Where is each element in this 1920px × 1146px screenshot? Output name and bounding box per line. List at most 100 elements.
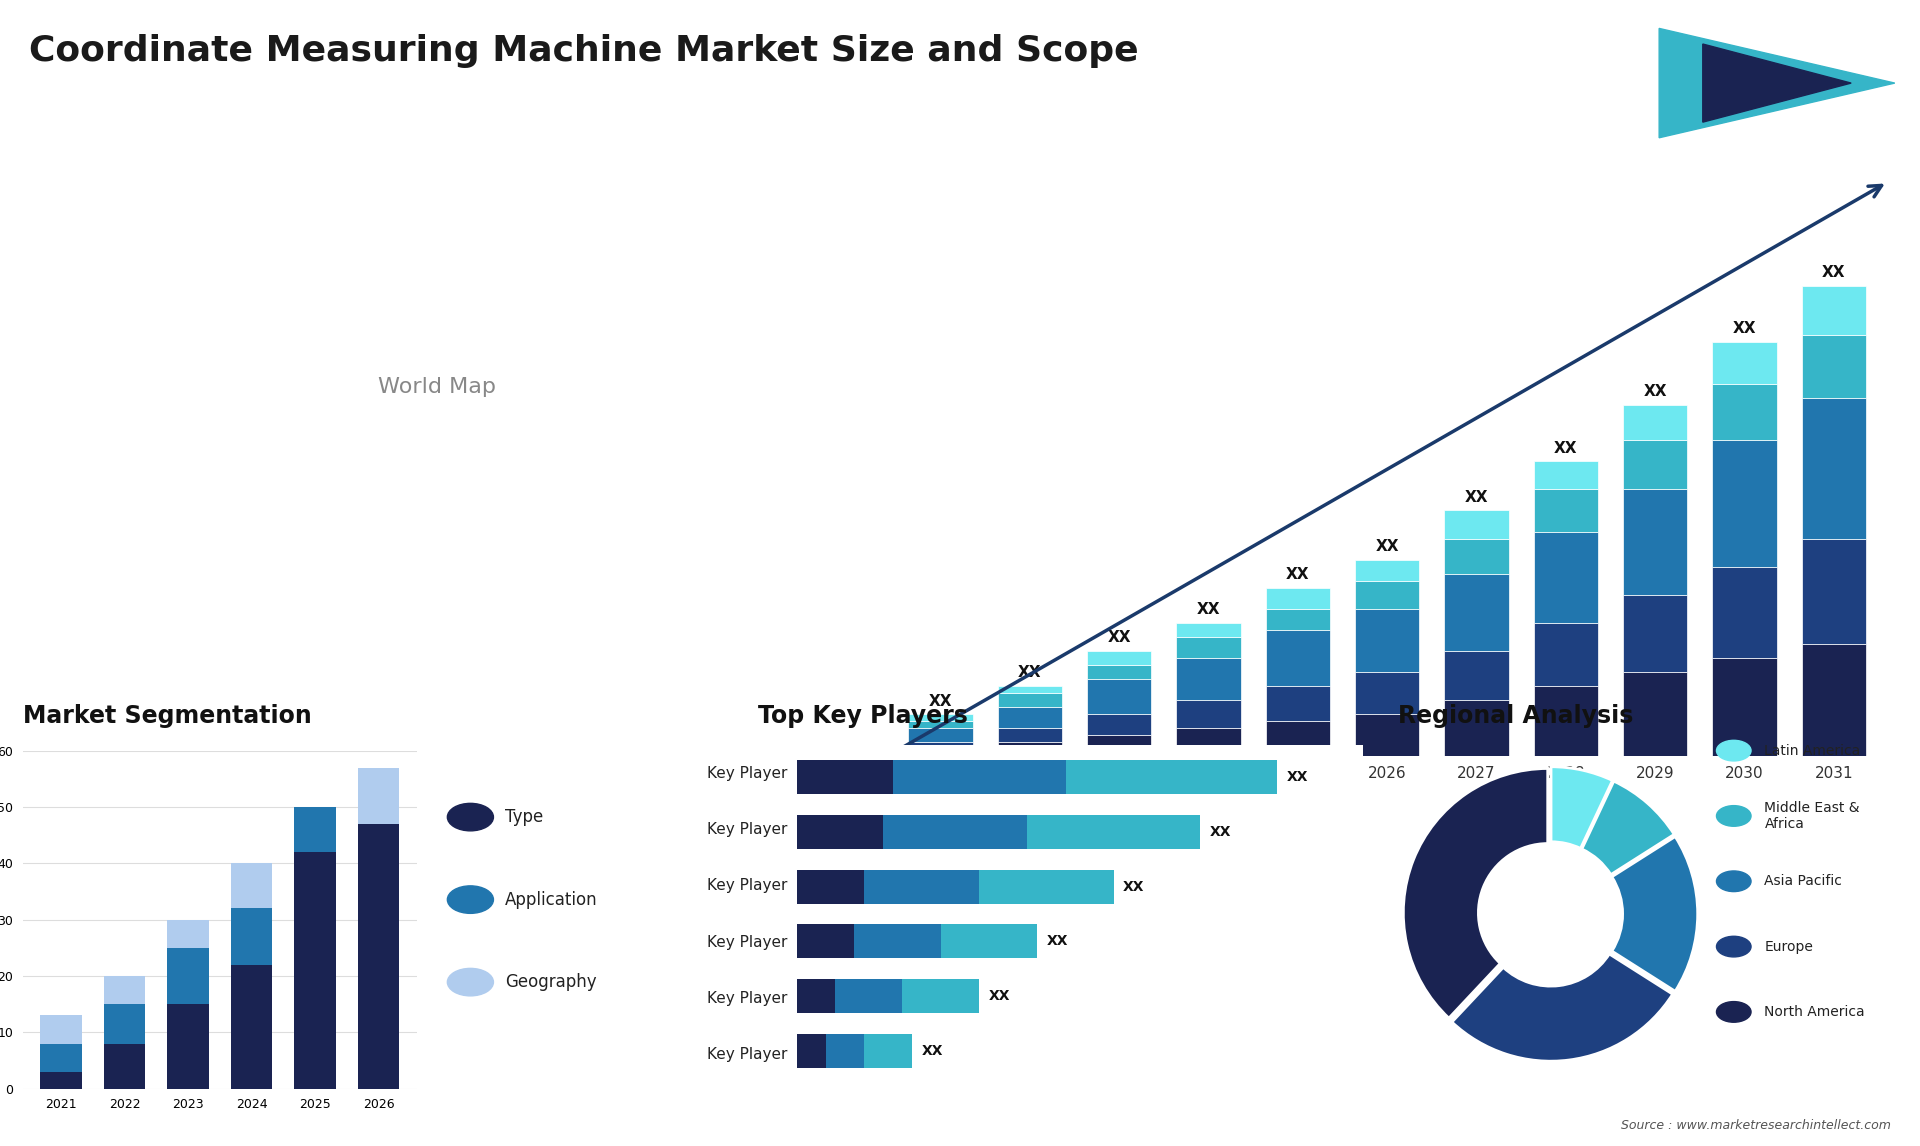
Bar (40, 1015, 83, 1044)
Bar (908, 749, 973, 756)
Bar (230, 965, 273, 1089)
Bar (797, 979, 835, 1013)
Bar (864, 1034, 912, 1068)
Bar (1177, 728, 1240, 756)
Polygon shape (1659, 29, 1895, 138)
Text: Key Player: Key Player (707, 766, 787, 780)
Text: Source : www.marketresearchintellect.com: Source : www.marketresearchintellect.com (1620, 1120, 1891, 1132)
Bar (1622, 672, 1688, 756)
Text: XX: XX (1286, 567, 1309, 582)
Bar (357, 768, 399, 824)
Bar (1713, 342, 1776, 384)
Text: Key Player: Key Player (707, 1047, 787, 1062)
Bar (1177, 700, 1240, 728)
Bar (1087, 665, 1152, 680)
Bar (902, 979, 979, 1013)
Bar (104, 1004, 146, 1044)
Bar (1801, 285, 1866, 335)
Bar (1713, 658, 1776, 756)
Bar (1177, 658, 1240, 700)
Bar (883, 815, 1027, 849)
Bar (1356, 672, 1419, 714)
Bar (294, 853, 336, 1089)
Bar (357, 824, 399, 1089)
Bar (1066, 760, 1277, 794)
Bar (797, 760, 893, 794)
Bar (1265, 609, 1331, 630)
Bar (1356, 581, 1419, 609)
Bar (1356, 559, 1419, 581)
Bar (998, 686, 1062, 693)
Bar (1444, 574, 1509, 651)
Bar (835, 979, 902, 1013)
Bar (979, 870, 1114, 903)
Bar (1027, 815, 1200, 849)
Bar (908, 743, 973, 749)
Text: Geography: Geography (505, 973, 597, 991)
Bar (1265, 686, 1331, 721)
Text: XX: XX (989, 989, 1010, 1003)
Bar (1444, 539, 1509, 574)
Text: Coordinate Measuring Machine Market Size and Scope: Coordinate Measuring Machine Market Size… (29, 34, 1139, 69)
Text: XX: XX (1732, 321, 1757, 336)
Bar (1265, 588, 1331, 609)
Text: XX: XX (1196, 603, 1221, 618)
Bar (797, 1034, 826, 1068)
Bar (104, 976, 146, 1004)
Bar (1087, 714, 1152, 736)
Bar (797, 870, 864, 903)
Text: XX: XX (922, 1044, 943, 1058)
Text: World Map: World Map (378, 377, 495, 397)
Bar (104, 1044, 146, 1089)
Wedge shape (1551, 767, 1613, 848)
Text: XX: XX (1644, 384, 1667, 400)
Text: Key Player: Key Player (707, 822, 787, 837)
Text: Type: Type (505, 808, 543, 826)
Text: Key Player: Key Player (707, 878, 787, 893)
Bar (1622, 489, 1688, 595)
Bar (1622, 440, 1688, 489)
Bar (1622, 405, 1688, 440)
Text: Asia Pacific: Asia Pacific (1764, 874, 1843, 888)
Text: Key Player: Key Player (707, 991, 787, 1006)
Bar (826, 1034, 864, 1068)
Text: North America: North America (1764, 1005, 1864, 1019)
Bar (1177, 623, 1240, 637)
Text: XX: XX (1553, 441, 1578, 456)
Bar (1444, 651, 1509, 700)
Bar (40, 1072, 83, 1089)
Bar (1087, 680, 1152, 714)
Bar (1801, 398, 1866, 539)
Text: Latin America: Latin America (1764, 744, 1860, 758)
Text: Top Key Players: Top Key Players (758, 704, 968, 728)
Bar (1087, 651, 1152, 665)
Bar (797, 925, 854, 958)
Text: Market Segmentation: Market Segmentation (23, 704, 311, 728)
Bar (998, 707, 1062, 728)
Text: XX: XX (1108, 630, 1131, 645)
Bar (1534, 532, 1597, 623)
Bar (1801, 644, 1866, 756)
Bar (230, 909, 273, 965)
Bar (1265, 721, 1331, 756)
Text: Application: Application (505, 890, 597, 909)
Bar (908, 728, 973, 743)
Text: Regional Analysis: Regional Analysis (1398, 704, 1634, 728)
Text: Middle East &
Africa: Middle East & Africa (1764, 801, 1860, 831)
Bar (1801, 539, 1866, 644)
Text: XX: XX (1018, 666, 1043, 681)
Text: XX: XX (1123, 880, 1144, 894)
Bar (1534, 462, 1597, 489)
Bar (1265, 630, 1331, 686)
Text: XX: XX (1465, 489, 1488, 505)
Bar (941, 925, 1037, 958)
Text: XX: XX (929, 693, 952, 708)
Bar (40, 1044, 83, 1072)
Polygon shape (1703, 44, 1851, 123)
Text: XX: XX (1375, 539, 1400, 554)
Bar (1534, 623, 1597, 686)
Bar (230, 863, 273, 909)
Bar (1713, 566, 1776, 658)
Wedge shape (1452, 953, 1672, 1061)
Bar (998, 728, 1062, 743)
